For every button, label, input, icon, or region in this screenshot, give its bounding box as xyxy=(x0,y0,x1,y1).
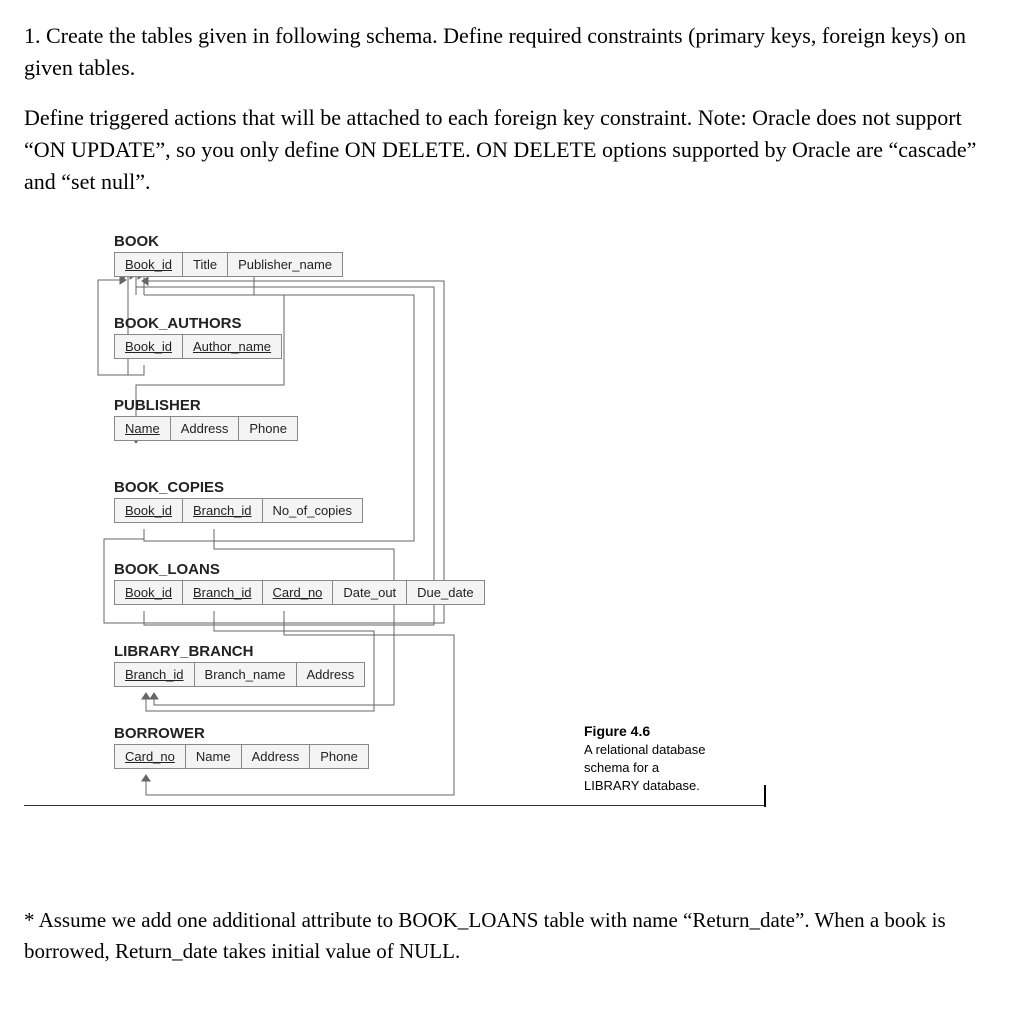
figure-caption-line: LIBRARY database. xyxy=(584,778,700,793)
column: Address xyxy=(171,417,240,440)
column: Name xyxy=(115,417,171,440)
column: Card_no xyxy=(263,581,334,604)
footnote: * Assume we add one additional attribute… xyxy=(24,905,1001,966)
column: Branch_id xyxy=(183,581,263,604)
column: Address xyxy=(242,745,311,768)
column: Book_id xyxy=(115,581,183,604)
column: Publisher_name xyxy=(228,253,342,276)
table-columns: Name Address Phone xyxy=(114,416,298,441)
column: Branch_name xyxy=(195,663,297,686)
column: No_of_copies xyxy=(263,499,363,522)
column: Author_name xyxy=(183,335,281,358)
text-cursor-icon xyxy=(764,785,766,807)
question-part-2: Define triggered actions that will be at… xyxy=(24,102,1001,198)
column: Book_id xyxy=(115,335,183,358)
table-columns: Book_id Branch_id No_of_copies xyxy=(114,498,363,523)
table-name: BOOK_LOANS xyxy=(114,561,485,578)
table-book-authors: BOOK_AUTHORS Book_id Author_name xyxy=(114,315,282,359)
table-name: BOOK_COPIES xyxy=(114,479,363,496)
table-columns: Card_no Name Address Phone xyxy=(114,744,369,769)
table-borrower: BORROWER Card_no Name Address Phone xyxy=(114,725,369,769)
table-name: PUBLISHER xyxy=(114,397,298,414)
figure-number: Figure 4.6 xyxy=(584,723,705,739)
table-name: BOOK xyxy=(114,233,343,250)
table-publisher: PUBLISHER Name Address Phone xyxy=(114,397,298,441)
divider xyxy=(24,805,764,806)
table-columns: Book_id Branch_id Card_no Date_out Due_d… xyxy=(114,580,485,605)
column: Due_date xyxy=(407,581,483,604)
column: Phone xyxy=(310,745,368,768)
column: Title xyxy=(183,253,228,276)
table-columns: Book_id Author_name xyxy=(114,334,282,359)
table-library-branch: LIBRARY_BRANCH Branch_id Branch_name Add… xyxy=(114,643,365,687)
table-name: LIBRARY_BRANCH xyxy=(114,643,365,660)
column: Phone xyxy=(239,417,297,440)
schema-diagram: BOOK Book_id Title Publisher_name BOOK_A… xyxy=(84,225,1001,865)
question-part-1: 1. Create the tables given in following … xyxy=(24,20,1001,84)
column: Card_no xyxy=(115,745,186,768)
table-columns: Book_id Title Publisher_name xyxy=(114,252,343,277)
table-book-copies: BOOK_COPIES Book_id Branch_id No_of_copi… xyxy=(114,479,363,523)
column: Branch_id xyxy=(115,663,195,686)
column: Address xyxy=(297,663,365,686)
table-columns: Branch_id Branch_name Address xyxy=(114,662,365,687)
table-name: BORROWER xyxy=(114,725,369,742)
column: Branch_id xyxy=(183,499,263,522)
column: Date_out xyxy=(333,581,407,604)
figure-caption-line: A relational database xyxy=(584,742,705,757)
column: Book_id xyxy=(115,253,183,276)
table-name: BOOK_AUTHORS xyxy=(114,315,282,332)
column: Book_id xyxy=(115,499,183,522)
table-book: BOOK Book_id Title Publisher_name xyxy=(114,233,343,277)
table-book-loans: BOOK_LOANS Book_id Branch_id Card_no Dat… xyxy=(114,561,485,605)
column: Name xyxy=(186,745,242,768)
figure-caption: Figure 4.6 A relational database schema … xyxy=(584,723,705,794)
figure-caption-line: schema for a xyxy=(584,760,659,775)
